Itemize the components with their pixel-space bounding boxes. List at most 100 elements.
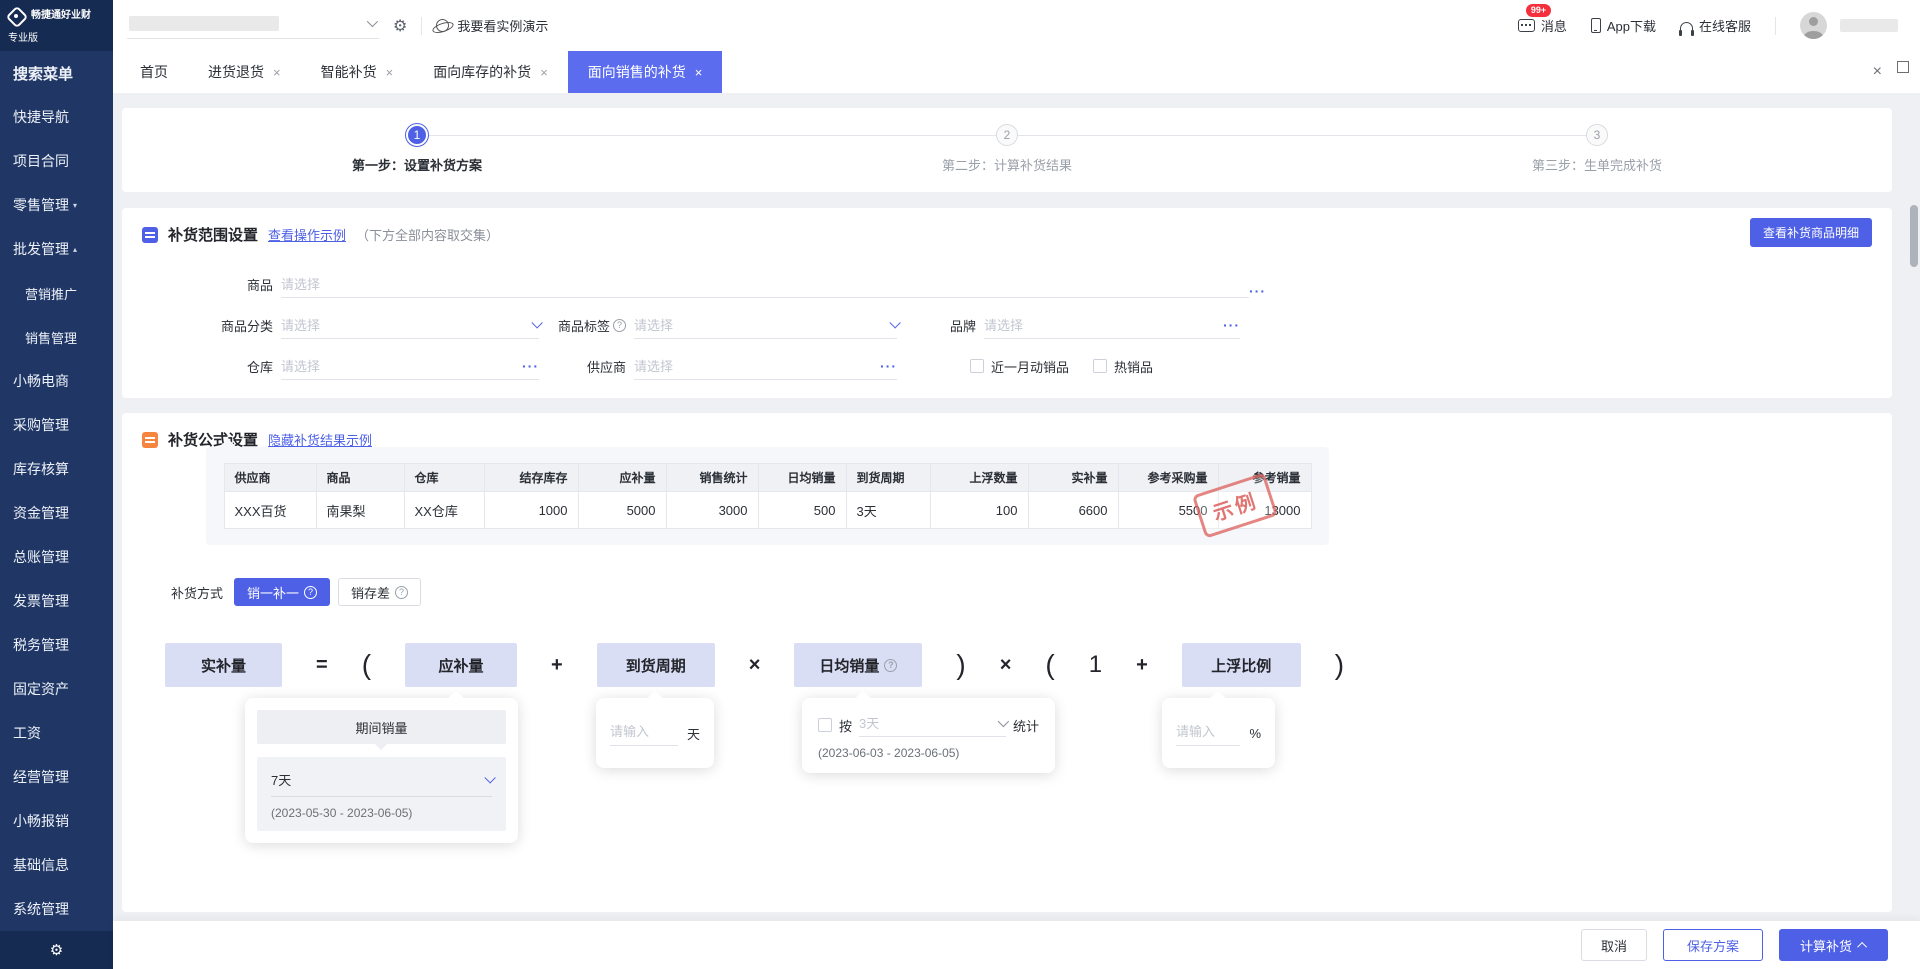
lead-time-popover: 请输入 天	[596, 698, 714, 768]
tab-smart-replenishment[interactable]: 智能补货 ×	[320, 64, 394, 80]
tag-select[interactable]: 请选择	[634, 311, 901, 339]
daily-sales-prefix: 按	[839, 718, 853, 734]
demo-link[interactable]: 我要看实例演示	[436, 16, 548, 35]
method-sell-one-replenish-one-button[interactable]: 销一补一	[234, 578, 331, 606]
sidebar-settings-bar[interactable]: ⚙	[0, 931, 113, 969]
product-select[interactable]: 请选择	[281, 270, 1249, 298]
plus-sign: +	[551, 653, 563, 676]
checkbox-icon[interactable]	[970, 359, 984, 373]
sidebar-item-base-info[interactable]: 基础信息	[13, 857, 69, 873]
daily-sales-period-select[interactable]: 3天	[859, 713, 1010, 737]
more-icon[interactable]	[1249, 284, 1266, 298]
logo-block: 畅捷通好业财 专业版	[0, 0, 113, 51]
calculate-replenishment-button[interactable]: 计算补货	[1778, 929, 1888, 961]
view-goods-detail-button[interactable]: 查看补货商品明细	[1749, 218, 1872, 247]
hot-sale-checkbox[interactable]: 热销品	[1093, 352, 1153, 380]
tab-sales-replenishment[interactable]: 面向销售的补货 ×	[567, 51, 723, 93]
category-select[interactable]: 请选择	[281, 311, 543, 339]
close-icon[interactable]: ×	[540, 64, 548, 80]
save-plan-button[interactable]: 保存方案	[1662, 929, 1763, 961]
fullscreen-icon[interactable]	[1897, 61, 1909, 73]
sidebar-item-project-contract[interactable]: 项目合同	[13, 153, 69, 169]
sidebar-item-ecommerce[interactable]: 小畅电商	[13, 373, 69, 389]
vertical-scrollbar-thumb[interactable]	[1910, 205, 1918, 267]
company-select[interactable]	[127, 13, 379, 39]
message-bubble-icon	[1517, 19, 1535, 32]
tab-purchase-returns[interactable]: 进货退货 ×	[208, 64, 281, 80]
step-2-circle: 2	[996, 124, 1018, 146]
checkbox-icon[interactable]	[818, 718, 832, 732]
online-support-button[interactable]: 在线客服	[1678, 16, 1751, 36]
cancel-button[interactable]: 取消	[1580, 929, 1647, 961]
checkbox-icon[interactable]	[1093, 359, 1108, 373]
lead-time-box[interactable]: 到货周期	[596, 643, 715, 687]
close-icon[interactable]: ×	[1872, 63, 1882, 80]
table-row: XXX百货 南果梨 XX仓库 1000 5000 3000 500 3天 100…	[223, 491, 1312, 529]
more-icon[interactable]	[522, 359, 539, 373]
table-header-row: 供应商 商品 仓库 结存库存 应补量 销售统计 日均销量 到货周期 上浮数量 实…	[223, 463, 1312, 492]
daily-sales-date-range: (2023-06-03 - 2023-06-05)	[818, 746, 960, 760]
replenishment-formula-section: 补货公式设置 隐藏补货结果示例 供应商 商品 仓库 结存库存 应补量	[122, 413, 1892, 912]
sidebar-item-purchase-mgmt[interactable]: 采购管理	[13, 417, 69, 433]
chevron-down-icon	[997, 715, 1010, 727]
tag-label: 商品标签	[539, 311, 634, 339]
tab-inventory-replenishment[interactable]: 面向库存的补货 ×	[433, 64, 548, 80]
help-icon[interactable]	[613, 318, 626, 332]
category-label: 商品分类	[220, 318, 273, 334]
sidebar-item-general-ledger[interactable]: 总账管理	[13, 549, 69, 565]
topbar-right-group: 99+ 消息 App下载 在线客服	[1517, 4, 1898, 39]
formula-row: 实补量 = ( 应补量 + 到货周期 × 日均销量 ) × ( 1 + 上浮比例…	[165, 643, 1344, 687]
help-icon[interactable]	[304, 585, 318, 599]
sidebar-item-fixed-assets[interactable]: 固定资产	[13, 681, 69, 697]
uplift-ratio-input[interactable]: 请输入	[1176, 721, 1241, 746]
period-select[interactable]: 7天	[271, 770, 496, 797]
brand-select[interactable]: 请选择	[984, 311, 1240, 339]
sidebar-item-quick-nav[interactable]: 快捷导航	[13, 109, 69, 125]
more-icon[interactable]	[1223, 318, 1240, 332]
sidebar-item-inventory-accounting[interactable]: 库存核算	[13, 461, 69, 477]
close-icon[interactable]: ×	[694, 64, 703, 80]
sidebar-item-marketing[interactable]: 营销推广	[25, 286, 78, 302]
step-3-circle: 3	[1586, 124, 1608, 146]
warehouse-select[interactable]: 请选择	[281, 352, 539, 380]
help-icon[interactable]	[884, 658, 898, 672]
view-example-link[interactable]: 查看操作示例	[268, 228, 347, 243]
sidebar-item-wholesale-mgmt[interactable]: 批发管理 ▴	[13, 241, 78, 257]
gear-icon[interactable]: ⚙	[49, 942, 64, 959]
formula-section-title: 补货公式设置	[168, 432, 259, 449]
sidebar-item-operations-mgmt[interactable]: 经营管理	[13, 769, 69, 785]
app-download-button[interactable]: App下载	[1590, 16, 1656, 35]
sidebar-item-tax-mgmt[interactable]: 税务管理	[13, 637, 69, 653]
right-paren: )	[1334, 649, 1345, 680]
main-content: 1 第一步：设置补货方案 2 第二步：计算补货结果 3 第三步：生单完成补货 补…	[113, 93, 1920, 921]
uplift-ratio-box[interactable]: 上浮比例	[1181, 643, 1301, 687]
sidebar-item-payroll[interactable]: 工资	[13, 725, 41, 741]
multiply-sign: ×	[748, 653, 761, 676]
close-icon[interactable]: ×	[385, 64, 394, 80]
more-icon[interactable]	[880, 359, 897, 373]
sidebar-item-funds-mgmt[interactable]: 资金管理	[13, 505, 69, 521]
user-account[interactable]	[1800, 12, 1898, 39]
sidebar-item-invoice-mgmt[interactable]: 发票管理	[13, 593, 69, 609]
sidebar-item-system-mgmt[interactable]: 系统管理	[13, 901, 69, 917]
close-icon[interactable]: ×	[273, 64, 281, 80]
sidebar-item-search-menu[interactable]: 搜索菜单	[13, 65, 74, 83]
range-section-icon	[142, 226, 158, 243]
hide-example-link[interactable]: 隐藏补货结果示例	[268, 433, 373, 448]
tab-home[interactable]: 首页	[140, 64, 168, 80]
method-row: 补货方式 销一补一 销存差	[171, 578, 422, 606]
lead-time-input[interactable]: 请输入	[610, 721, 678, 746]
settings-gear-icon[interactable]: ⚙	[393, 17, 408, 35]
sidebar-item-expense[interactable]: 小畅报销	[13, 813, 69, 829]
recent-active-checkbox[interactable]: 近一月动销品	[970, 352, 1069, 380]
help-icon[interactable]	[395, 585, 409, 599]
topbar: ⚙ 我要看实例演示 99+ 消息 App下载 在线客服	[113, 0, 1920, 51]
required-replenish-qty-box[interactable]: 应补量	[405, 643, 518, 687]
brand-name: 畅捷通好业财	[31, 10, 91, 22]
sidebar-item-sales-mgmt[interactable]: 销售管理	[25, 330, 78, 346]
method-sales-stock-gap-button[interactable]: 销存差	[338, 578, 422, 606]
supplier-select[interactable]: 请选择	[634, 352, 897, 380]
sidebar-item-retail-mgmt[interactable]: 零售管理 ▾	[13, 197, 78, 213]
daily-sales-box[interactable]: 日均销量	[794, 643, 923, 687]
messages-button[interactable]: 99+ 消息	[1517, 4, 1567, 35]
